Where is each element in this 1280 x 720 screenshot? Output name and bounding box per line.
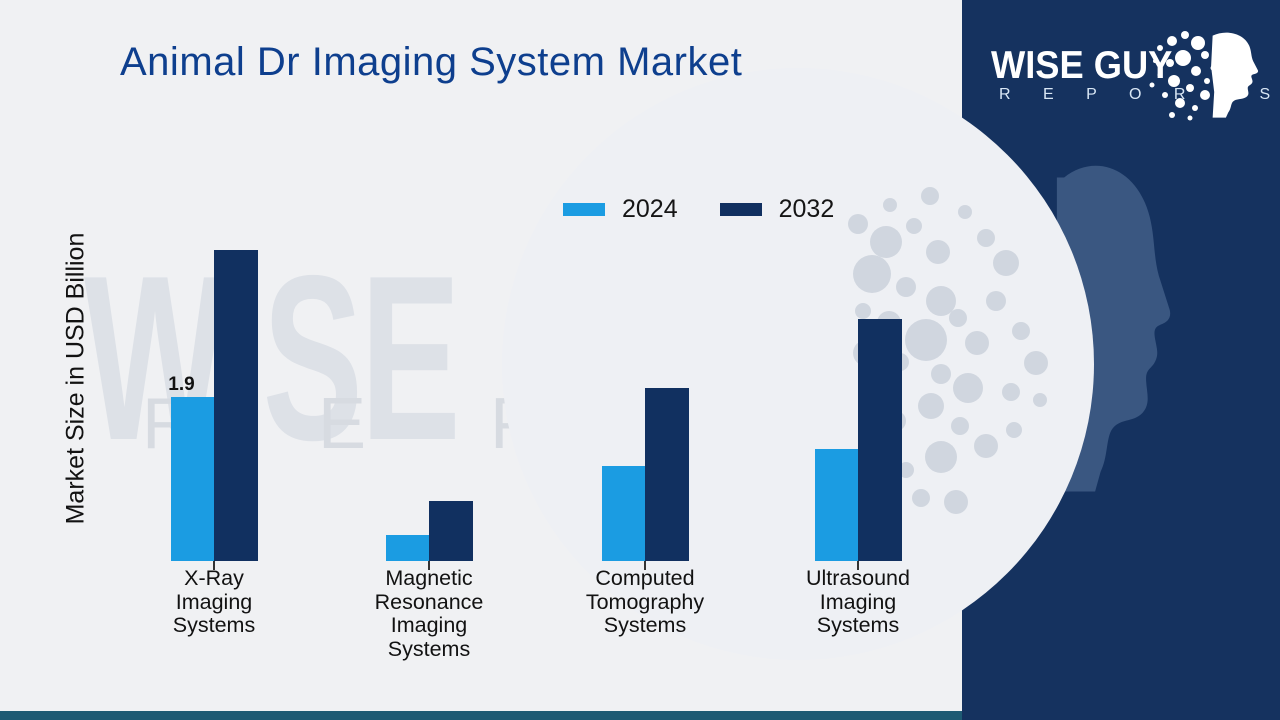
category-label-line: Systems	[387, 636, 471, 661]
head-profile-icon	[1211, 32, 1259, 118]
bar-value-label: 1.9	[168, 374, 195, 395]
bar-2032-2	[429, 501, 473, 561]
bar-2024-4	[815, 449, 858, 561]
category-label-line: Ultrasound	[806, 566, 910, 590]
category-label-line: Resonance	[374, 589, 484, 614]
category-label-line: Magnetic	[385, 566, 473, 590]
category-label-line: Systems	[816, 613, 900, 637]
bar-2032-4	[858, 319, 902, 561]
x-axis-tick	[213, 561, 215, 570]
x-axis-tick	[428, 561, 430, 570]
category-label-line: Tomography	[585, 589, 705, 614]
category-label-2: Magnetic Resonance Imaging Systems	[344, 566, 514, 661]
x-axis-tick	[857, 561, 859, 570]
category-label-line: Imaging	[819, 589, 897, 614]
category-label-line: Computed	[595, 566, 695, 590]
legend-label-2024: 2024	[622, 195, 678, 223]
bottom-accent-strip	[0, 711, 962, 720]
x-axis-tick	[644, 561, 646, 570]
bar-2024-1	[171, 397, 214, 561]
legend-item-2032: 2032	[719, 195, 835, 224]
legend-swatch-2024	[563, 203, 605, 216]
category-label-4: Ultrasound Imaging Systems	[773, 566, 943, 638]
legend-item-2024: 2024	[563, 195, 678, 224]
bar-2024-2	[386, 535, 429, 561]
category-label-line: X-Ray	[184, 566, 244, 590]
page-title: Animal Dr Imaging System Market	[120, 40, 743, 84]
category-label-line: Systems	[603, 613, 687, 637]
legend-label-2032: 2032	[778, 195, 835, 223]
brand-logo: WISE GUY R E P O R T S	[985, 26, 1275, 136]
category-label-line: Systems	[172, 613, 256, 637]
category-label-line: Imaging	[175, 589, 253, 614]
legend-swatch-2032	[719, 203, 762, 216]
y-axis-label: Market Size in USD Billion	[61, 232, 90, 525]
bar-2032-3	[645, 388, 689, 561]
chart-legend: 2024 2032	[563, 195, 876, 224]
category-label-line: Imaging	[390, 613, 468, 637]
category-label-3: Computed Tomography Systems	[560, 566, 730, 638]
bar-2032-1	[214, 250, 258, 561]
category-label-1: X-Ray Imaging Systems	[129, 566, 299, 638]
bar-2024-3	[602, 466, 645, 561]
logo-dots-icon	[1149, 31, 1216, 121]
background-circle	[502, 68, 1094, 660]
brand-name-text: WISE GUY	[991, 44, 1173, 87]
